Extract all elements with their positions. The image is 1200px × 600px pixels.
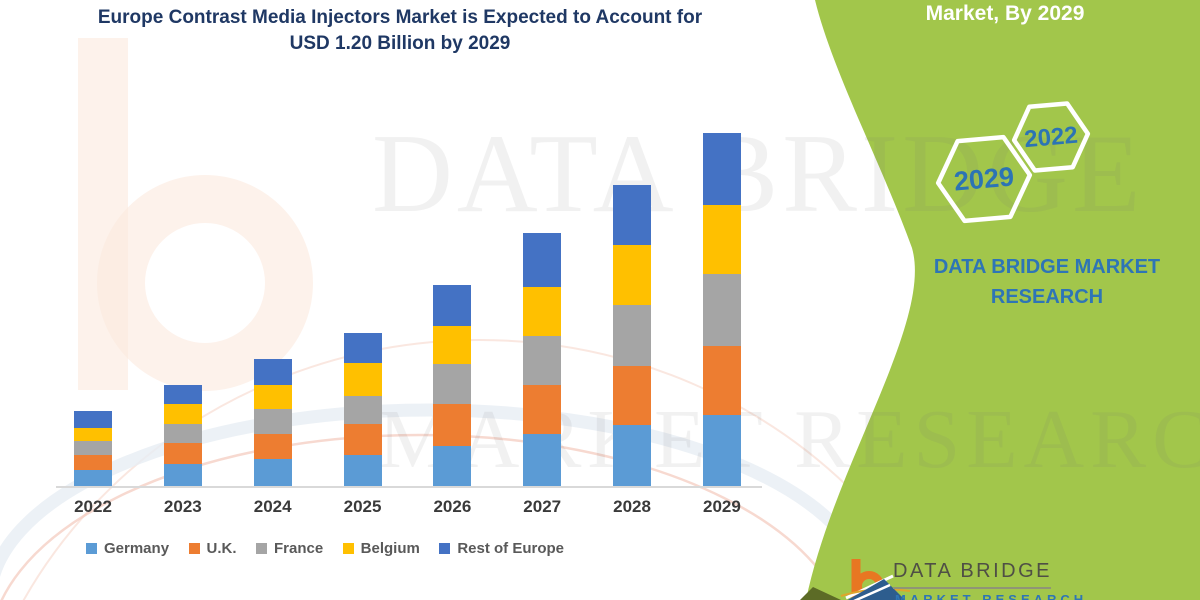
x-axis-label-2022: 2022 bbox=[74, 497, 112, 516]
bar-segment-2027-u-k- bbox=[523, 385, 562, 434]
panel-heading: Market, By 2029 bbox=[925, 2, 1085, 25]
logo-sail-slash bbox=[853, 583, 891, 600]
bar-segment-2025-germany bbox=[343, 455, 382, 487]
bar-segment-2022-germany bbox=[74, 470, 112, 487]
bar-segment-2025-u-k- bbox=[343, 424, 382, 455]
legend-swatch bbox=[439, 543, 451, 554]
bar-segment-2025-belgium bbox=[343, 363, 382, 396]
hexagon-2022-label: 2022 bbox=[1023, 121, 1079, 153]
panel-brand-text: DATA BRIDGE MARKET RESEARCH bbox=[928, 252, 1166, 312]
legend-item-germany: Germany bbox=[86, 540, 169, 557]
x-axis-line bbox=[56, 486, 762, 488]
bar-2025 bbox=[343, 333, 382, 487]
bar-segment-2028-u-k- bbox=[613, 366, 652, 425]
legend-swatch bbox=[342, 543, 354, 554]
bar-segment-2029-germany bbox=[702, 415, 741, 487]
chart-title: Europe Contrast Media Injectors Market i… bbox=[55, 5, 745, 57]
bar-segment-2024-france bbox=[253, 409, 292, 434]
bar-2024 bbox=[253, 359, 292, 487]
legend-label: U.K. bbox=[206, 540, 237, 557]
bar-2026 bbox=[433, 285, 472, 487]
bar-segment-2026-rest-of-europe bbox=[433, 285, 472, 326]
x-axis-label-2024: 2024 bbox=[253, 497, 292, 516]
bar-segment-2023-rest-of-europe bbox=[163, 385, 202, 404]
legend-swatch bbox=[255, 543, 267, 554]
bar-segment-2025-rest-of-europe bbox=[343, 333, 382, 363]
bar-segment-2029-france bbox=[702, 274, 741, 346]
logo-b-loop bbox=[854, 571, 884, 600]
bar-segment-2024-u-k- bbox=[253, 434, 292, 459]
chart-title-line1: Europe Contrast Media Injectors Market i… bbox=[97, 7, 703, 28]
legend-label: Germany bbox=[104, 540, 170, 557]
bar-segment-2029-rest-of-europe bbox=[702, 133, 741, 205]
footer-logo-tagline: MARKET RESEARCH bbox=[895, 592, 1088, 600]
footer-logo-underline bbox=[893, 587, 1051, 589]
x-axis-label-2026: 2026 bbox=[433, 497, 472, 516]
legend-label: France bbox=[273, 540, 324, 557]
bar-segment-2022-rest-of-europe bbox=[74, 411, 112, 428]
x-axis-labels: 2022 2023 2024 2025 2026 2027 2028 2029 bbox=[74, 497, 741, 517]
bar-segment-2022-belgium bbox=[74, 428, 112, 441]
bar-segment-2027-germany bbox=[523, 434, 562, 487]
panel-brand-line1: DATA BRIDGE MARKET bbox=[933, 256, 1161, 278]
logo-slash bbox=[845, 574, 894, 600]
bar-2023 bbox=[163, 385, 202, 487]
chart-title-line2: USD 1.20 Billion by 2029 bbox=[289, 33, 511, 55]
bar-2022 bbox=[74, 411, 112, 487]
bar-segment-2026-france bbox=[433, 364, 472, 404]
stacked-bar-chart bbox=[74, 132, 741, 487]
bar-segment-2028-belgium bbox=[613, 245, 652, 305]
legend-item-france: France bbox=[255, 540, 324, 557]
bar-segment-2023-france bbox=[163, 424, 202, 443]
legend-swatch bbox=[86, 543, 97, 554]
bar-segment-2027-belgium bbox=[523, 287, 562, 336]
legend-item-u-k-: U.K. bbox=[188, 540, 237, 557]
legend: Germany U.K. France Belgium Rest of Europe bbox=[86, 540, 564, 557]
legend-item-rest-of-europe: Rest of Europe bbox=[439, 540, 564, 557]
dark-green-corner-triangle bbox=[800, 587, 841, 600]
bar-segment-2028-rest-of-europe bbox=[613, 185, 652, 245]
x-axis-label-2023: 2023 bbox=[163, 497, 202, 516]
legend-label: Belgium bbox=[360, 540, 420, 557]
x-axis-label-2029: 2029 bbox=[702, 497, 741, 516]
bar-segment-2023-belgium bbox=[163, 404, 202, 424]
bar-segment-2026-germany bbox=[433, 446, 472, 487]
bar-2027 bbox=[523, 233, 562, 487]
legend-label: Rest of Europe bbox=[457, 540, 564, 557]
bar-segment-2027-rest-of-europe bbox=[523, 233, 562, 287]
bar-segment-2024-belgium bbox=[253, 385, 292, 409]
bar-2028 bbox=[613, 185, 652, 487]
bar-segment-2029-u-k- bbox=[702, 346, 741, 415]
bar-segment-2023-germany bbox=[163, 464, 202, 487]
bar-segment-2025-france bbox=[343, 396, 382, 424]
x-axis-label-2028: 2028 bbox=[613, 497, 651, 516]
bar-segment-2022-u-k- bbox=[74, 455, 112, 470]
x-axis-label-2027: 2027 bbox=[523, 497, 562, 516]
legend-item-belgium: Belgium bbox=[342, 540, 420, 557]
bar-segment-2028-france bbox=[613, 305, 652, 366]
bar-segment-2023-u-k- bbox=[163, 443, 202, 464]
bar-segment-2029-belgium bbox=[702, 205, 741, 274]
bar-2029 bbox=[702, 133, 741, 487]
bar-segment-2028-germany bbox=[613, 425, 652, 487]
bar-segment-2026-belgium bbox=[433, 326, 472, 364]
bar-segment-2024-rest-of-europe bbox=[253, 359, 292, 385]
bar-segment-2026-u-k- bbox=[433, 404, 472, 446]
bar-segment-2027-france bbox=[523, 336, 562, 385]
bar-segment-2024-germany bbox=[253, 459, 292, 487]
x-axis-label-2025: 2025 bbox=[343, 497, 382, 516]
footer-logo-brand: DATA BRIDGE bbox=[893, 560, 1053, 582]
bar-segment-2022-france bbox=[74, 441, 112, 455]
legend-swatch bbox=[188, 543, 200, 554]
panel-brand-line2: RESEARCH bbox=[990, 286, 1104, 308]
